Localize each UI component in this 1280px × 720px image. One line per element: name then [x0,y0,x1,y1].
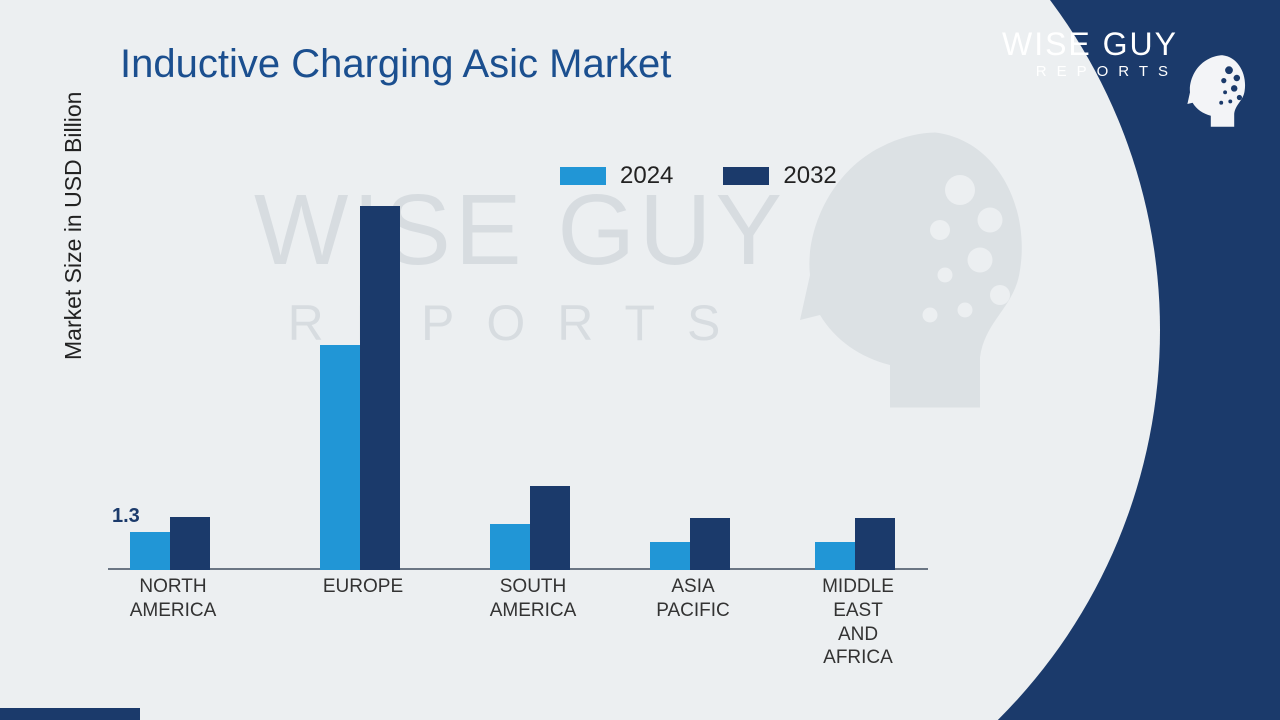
brand-block: WISE GUY REPORTS [970,28,1250,79]
footer-accent-bar [0,708,140,720]
x-axis-label: EUROPE [298,575,428,599]
bar-2024 [320,345,360,570]
chart-area: 1.3 [108,200,928,570]
bar-value-label: 1.3 [112,505,140,528]
y-axis-label: Market Size in USD Billion [60,92,87,360]
x-axis-labels: NORTHAMERICA EUROPE SOUTHAMERICA ASIAPACIFI… [108,575,928,695]
brand-line2: REPORTS [970,64,1178,79]
x-axis-label: SOUTHAMERICA [468,575,598,623]
legend-swatch-2024 [560,167,606,185]
bar-2024 [130,532,170,570]
bar-2032 [360,206,400,570]
legend-item-2032: 2032 [723,162,836,190]
stage: WISE GUY REPORTS Inductive Charging Asic… [0,0,1280,720]
legend: 2024 2032 [560,162,837,190]
brand-line1: WISE GUY [970,28,1178,60]
x-axis-label: NORTHAMERICA [108,575,238,623]
x-axis-label: ASIAPACIFIC [628,575,758,623]
bar-2024 [490,524,530,570]
bar-2024 [815,542,855,570]
bar-2032 [170,517,210,570]
legend-swatch-2032 [723,167,769,185]
x-axis-label: MIDDLEEASTANDAFRICA [793,575,923,670]
legend-label-2024: 2024 [620,162,673,190]
legend-label-2032: 2032 [783,162,836,190]
bar-2032 [530,486,570,570]
legend-item-2024: 2024 [560,162,673,190]
bar-2024 [650,542,690,570]
bar-2032 [690,518,730,570]
bar-2032 [855,518,895,570]
chart-title: Inductive Charging Asic Market [120,42,671,87]
